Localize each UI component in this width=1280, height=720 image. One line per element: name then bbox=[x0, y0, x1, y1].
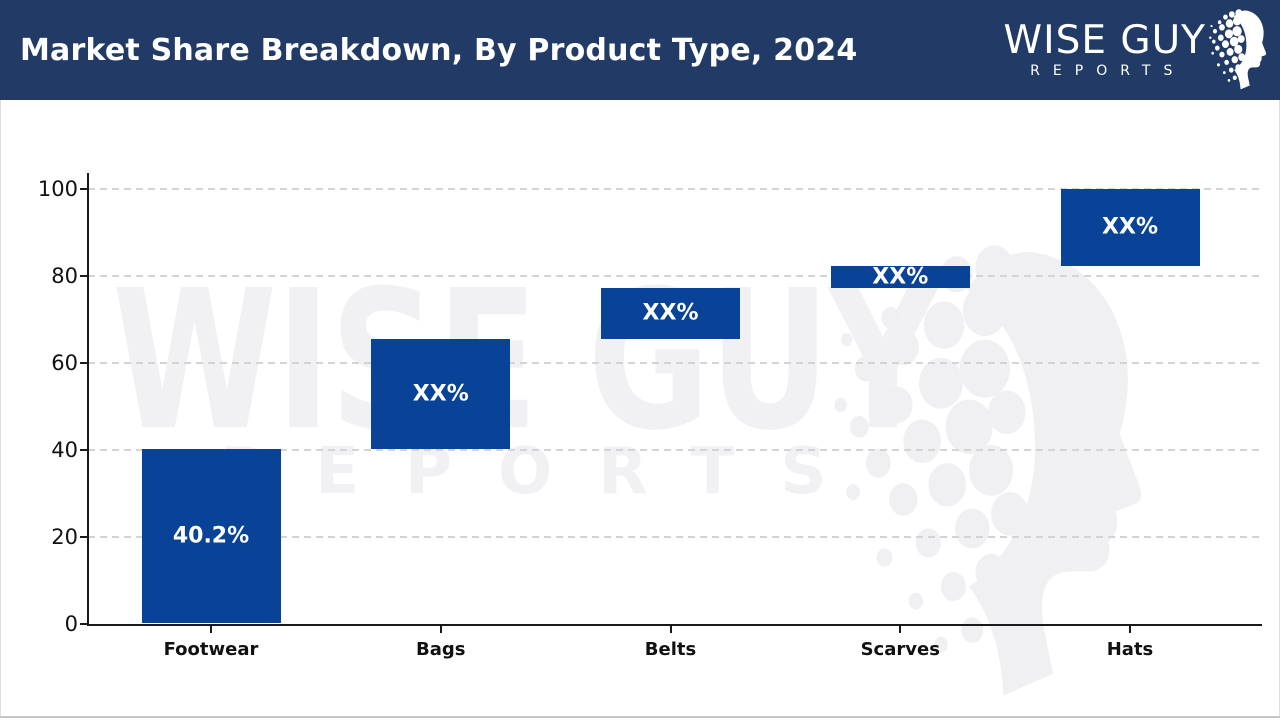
bar-scarves bbox=[830, 265, 970, 288]
y-tick-mark bbox=[80, 187, 88, 190]
x-category-label-footwear: Footwear bbox=[163, 639, 259, 660]
y-tick-mark bbox=[80, 535, 88, 538]
y-tick-label: 0 bbox=[64, 611, 78, 636]
header-band: Market Share Breakdown, By Product Type,… bbox=[0, 0, 1280, 100]
bar-footwear bbox=[141, 448, 281, 624]
y-gridline bbox=[88, 274, 1262, 277]
page-bottom-border bbox=[0, 716, 1280, 718]
page-left-border bbox=[0, 100, 1, 716]
bar-value-label: 40.2% bbox=[172, 523, 250, 549]
x-category-label-bags: Bags bbox=[416, 639, 466, 660]
y-gridline bbox=[88, 361, 1262, 364]
y-tick-mark bbox=[80, 448, 88, 451]
bar-value-label: XX% bbox=[1102, 214, 1158, 240]
brand-subname: REPORTS bbox=[1030, 62, 1186, 79]
y-gridline bbox=[88, 535, 1262, 538]
x-tick-mark bbox=[210, 626, 212, 633]
bar-value-label: XX% bbox=[872, 264, 929, 290]
y-tick-label: 100 bbox=[37, 176, 78, 201]
y-tick-mark bbox=[80, 622, 88, 625]
y-gridline bbox=[88, 448, 1262, 451]
brand-logo: WISE GUY REPORTS bbox=[1004, 6, 1272, 94]
x-category-label-belts: Belts bbox=[644, 639, 697, 660]
dotted-head-profile-icon bbox=[1209, 9, 1267, 90]
x-axis-line bbox=[86, 623, 1262, 626]
bar-hats bbox=[1060, 188, 1200, 266]
y-tick-label: 80 bbox=[51, 263, 78, 288]
x-tick-mark bbox=[439, 626, 442, 633]
brand-logo-text: WISE GUY REPORTS bbox=[1003, 18, 1206, 79]
x-tick-mark bbox=[1129, 626, 1131, 633]
y-tick-label: 40 bbox=[51, 437, 78, 462]
page-title: Market Share Breakdown, By Product Type,… bbox=[20, 32, 858, 68]
y-gridline bbox=[88, 187, 1262, 190]
bar-value-label: XX% bbox=[412, 381, 469, 407]
bar-bags bbox=[371, 339, 511, 449]
bar-belts bbox=[601, 287, 740, 339]
y-tick-label: 20 bbox=[51, 524, 78, 549]
x-category-label-scarves: Scarves bbox=[860, 639, 940, 660]
bar-value-label: XX% bbox=[642, 300, 699, 326]
y-tick-mark bbox=[80, 361, 88, 364]
y-tick-label: 60 bbox=[51, 350, 78, 375]
brand-name: WISE GUY bbox=[1003, 18, 1206, 64]
x-tick-mark bbox=[899, 626, 902, 633]
x-category-label-hats: Hats bbox=[1106, 639, 1154, 660]
y-axis-line bbox=[86, 173, 89, 626]
x-tick-mark bbox=[669, 626, 672, 633]
y-tick-mark bbox=[80, 274, 88, 277]
